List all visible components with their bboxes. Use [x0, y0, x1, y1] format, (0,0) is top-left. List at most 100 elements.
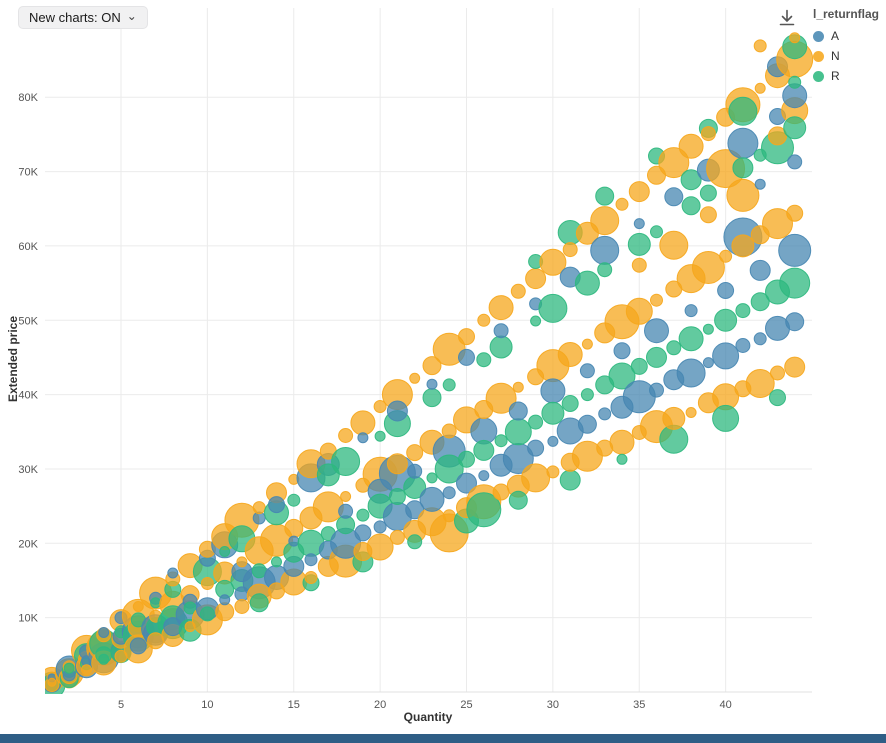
- bubble-N[interactable]: [745, 369, 775, 398]
- bubble-R[interactable]: [251, 563, 267, 579]
- bubble-R[interactable]: [219, 546, 231, 557]
- bubble-R[interactable]: [712, 404, 740, 432]
- bubble-A[interactable]: [633, 218, 645, 230]
- bubble-R[interactable]: [561, 395, 579, 412]
- bubble-A[interactable]: [338, 503, 354, 519]
- bubble-N[interactable]: [650, 293, 663, 307]
- bubble-N[interactable]: [678, 133, 704, 159]
- bubble-N[interactable]: [406, 444, 424, 462]
- bubble-A[interactable]: [442, 486, 456, 500]
- bubble-N[interactable]: [571, 440, 603, 472]
- bubble-A[interactable]: [527, 439, 545, 457]
- bubble-N[interactable]: [631, 257, 647, 273]
- bubble-R[interactable]: [646, 346, 667, 368]
- bubble-R[interactable]: [489, 335, 513, 359]
- bubble-A[interactable]: [753, 332, 767, 346]
- bubble-R[interactable]: [666, 340, 682, 356]
- bubble-R[interactable]: [627, 232, 651, 256]
- bubble-A[interactable]: [386, 400, 408, 422]
- bubble-N[interactable]: [441, 423, 457, 439]
- bubble-N[interactable]: [726, 178, 760, 212]
- bubble-R[interactable]: [678, 326, 704, 352]
- bubble-A[interactable]: [373, 520, 387, 534]
- bubble-A[interactable]: [702, 357, 714, 369]
- bubble-N[interactable]: [786, 204, 804, 222]
- bubble-A[interactable]: [735, 338, 751, 353]
- bubble-R[interactable]: [559, 469, 581, 491]
- bubble-N[interactable]: [789, 32, 801, 44]
- bubble-N[interactable]: [386, 453, 408, 475]
- bubble-N[interactable]: [562, 242, 578, 258]
- bubble-N[interactable]: [590, 206, 620, 236]
- bubble-N[interactable]: [477, 313, 491, 327]
- bubble-A[interactable]: [577, 414, 597, 434]
- bubble-A[interactable]: [456, 472, 477, 494]
- bubble-N[interactable]: [699, 206, 717, 224]
- bubble-A[interactable]: [426, 378, 438, 390]
- bubble-A[interactable]: [590, 235, 620, 265]
- bubble-N[interactable]: [691, 251, 725, 284]
- bubble-N[interactable]: [132, 601, 144, 612]
- bubble-R[interactable]: [788, 75, 802, 89]
- bubble-A[interactable]: [785, 312, 805, 332]
- bubble-N[interactable]: [753, 39, 767, 53]
- bubble-N[interactable]: [512, 381, 524, 393]
- bubble-A[interactable]: [547, 435, 559, 447]
- bubble-R[interactable]: [616, 453, 628, 465]
- bubble-N[interactable]: [762, 208, 793, 240]
- bubble-R[interactable]: [466, 492, 502, 528]
- bubble-R[interactable]: [476, 352, 492, 368]
- bubble-N[interactable]: [485, 382, 517, 414]
- bubble-R[interactable]: [374, 430, 386, 442]
- bubble-N[interactable]: [350, 410, 376, 436]
- bubble-A[interactable]: [717, 282, 735, 299]
- bubble-N[interactable]: [685, 407, 697, 418]
- bubble-A[interactable]: [649, 382, 664, 398]
- bubble-N[interactable]: [546, 465, 560, 479]
- bubble-A[interactable]: [778, 233, 812, 267]
- bubble-R[interactable]: [434, 454, 464, 484]
- bubble-A[interactable]: [598, 407, 612, 421]
- bubble-A[interactable]: [288, 535, 300, 547]
- bubble-R[interactable]: [442, 378, 456, 392]
- legend-item-A[interactable]: A: [813, 29, 879, 43]
- bubble-N[interactable]: [389, 529, 405, 545]
- bubble-A[interactable]: [676, 358, 706, 388]
- bubble-R[interactable]: [750, 292, 770, 312]
- bubble-A[interactable]: [754, 178, 766, 190]
- bubble-R[interactable]: [426, 472, 438, 484]
- bubble-A[interactable]: [664, 187, 684, 207]
- bubble-A[interactable]: [219, 594, 231, 606]
- bubble-N[interactable]: [442, 509, 456, 523]
- bubble-N[interactable]: [510, 283, 526, 299]
- bubble-N[interactable]: [492, 483, 510, 501]
- bubble-R[interactable]: [458, 450, 475, 468]
- bubble-N[interactable]: [312, 491, 344, 523]
- bubble-R[interactable]: [528, 414, 544, 430]
- bubble-R[interactable]: [331, 447, 361, 476]
- bubble-A[interactable]: [407, 463, 423, 479]
- bubble-N[interactable]: [658, 147, 690, 179]
- bubble-N[interactable]: [488, 295, 514, 321]
- bubble-R[interactable]: [728, 96, 758, 126]
- bubble-A[interactable]: [357, 432, 369, 444]
- bubble-N[interactable]: [234, 599, 250, 614]
- bubble-A[interactable]: [508, 401, 528, 421]
- bubble-N[interactable]: [662, 406, 686, 430]
- bubble-N[interactable]: [373, 400, 387, 413]
- legend-item-R[interactable]: R: [813, 69, 879, 83]
- bubble-A[interactable]: [268, 496, 285, 514]
- bubble-R[interactable]: [504, 418, 532, 446]
- bubble-A[interactable]: [405, 500, 425, 520]
- bubble-R[interactable]: [541, 401, 565, 425]
- bubble-R[interactable]: [779, 267, 811, 299]
- bubble-N[interactable]: [521, 463, 551, 493]
- bubble-R[interactable]: [538, 293, 568, 323]
- bubble-R[interactable]: [580, 388, 594, 402]
- bubble-N[interactable]: [252, 501, 266, 515]
- bubble-A[interactable]: [419, 486, 445, 512]
- bubble-N[interactable]: [609, 429, 635, 455]
- bubble-N[interactable]: [784, 356, 806, 378]
- bubble-R[interactable]: [783, 116, 807, 140]
- bubble-N[interactable]: [47, 677, 57, 687]
